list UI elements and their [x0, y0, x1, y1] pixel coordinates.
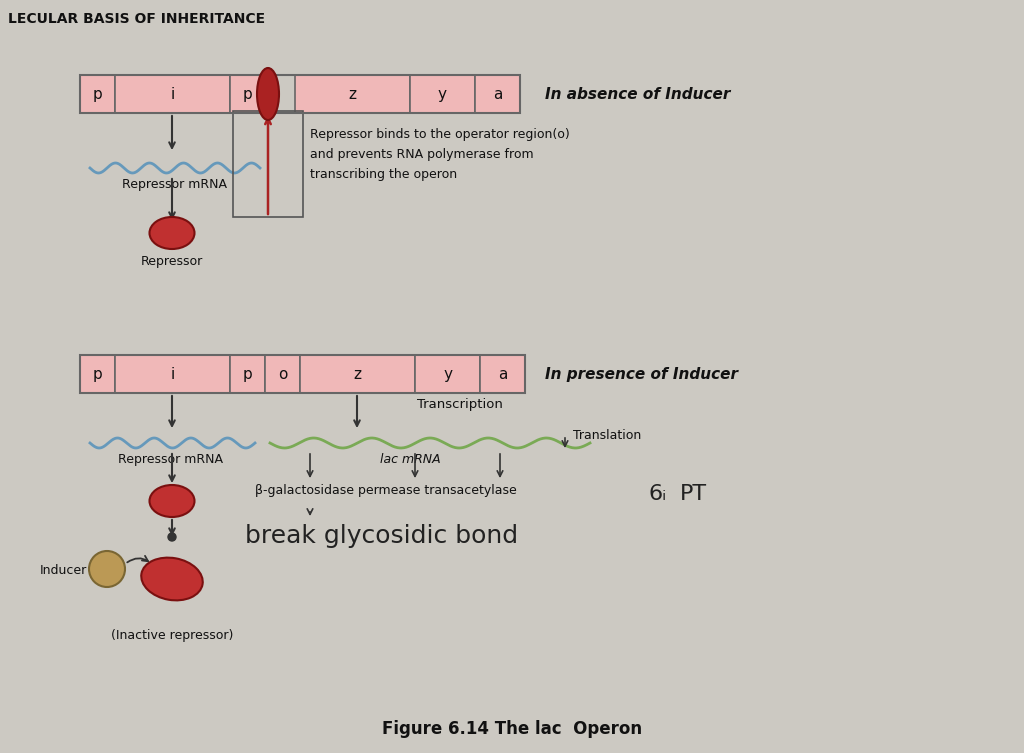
Text: i: i [170, 87, 175, 102]
Ellipse shape [141, 558, 203, 600]
Text: 6ᵢ: 6ᵢ [648, 484, 667, 504]
Ellipse shape [150, 485, 195, 517]
Text: p: p [243, 87, 252, 102]
Bar [300, 355, 415, 393]
Text: In presence of Inducer: In presence of Inducer [545, 367, 738, 382]
Text: y: y [443, 367, 452, 382]
Text: Translation: Translation [573, 428, 641, 441]
Text: Repressor: Repressor [141, 255, 203, 268]
Bar [80, 355, 525, 393]
Bar [265, 355, 300, 393]
Text: Repressor binds to the operator region(o)
and prevents RNA polymerase from
trans: Repressor binds to the operator region(o… [310, 128, 569, 181]
Bar [295, 75, 410, 113]
Text: y: y [438, 87, 447, 102]
Bar [115, 355, 230, 393]
Bar [480, 355, 525, 393]
Ellipse shape [150, 217, 195, 249]
Text: LECULAR BASIS OF INHERITANCE: LECULAR BASIS OF INHERITANCE [8, 12, 265, 26]
Text: Repressor mRNA: Repressor mRNA [118, 453, 222, 466]
Bar [80, 75, 115, 113]
Text: p: p [92, 87, 102, 102]
Bar [475, 75, 520, 113]
Text: a: a [493, 87, 502, 102]
Text: i: i [170, 367, 175, 382]
Text: break glycosidic bond: break glycosidic bond [245, 524, 518, 548]
Text: lac mRNA: lac mRNA [380, 453, 440, 466]
Bar [80, 75, 520, 113]
Bar [230, 75, 265, 113]
Text: Figure 6.14 The lac  Operon: Figure 6.14 The lac Operon [382, 720, 642, 738]
Ellipse shape [257, 68, 279, 120]
Text: β-galactosidase permease transacetylase: β-galactosidase permease transacetylase [255, 484, 517, 497]
Text: In absence of Inducer: In absence of Inducer [545, 87, 730, 102]
Text: z: z [353, 367, 361, 382]
Text: Inducer: Inducer [40, 564, 87, 577]
Bar [410, 75, 475, 113]
Text: o: o [278, 367, 287, 382]
Bar [415, 355, 480, 393]
Bar [115, 75, 230, 113]
Ellipse shape [168, 533, 176, 541]
Text: PT: PT [680, 484, 708, 504]
Text: z: z [348, 87, 356, 102]
Circle shape [89, 551, 125, 587]
Text: p: p [243, 367, 252, 382]
Bar [230, 355, 265, 393]
Text: (Inactive repressor): (Inactive repressor) [111, 629, 233, 642]
Text: Repressor mRNA: Repressor mRNA [123, 178, 227, 191]
Bar [233, 111, 303, 217]
Text: a: a [498, 367, 507, 382]
Text: p: p [92, 367, 102, 382]
Text: Transcription: Transcription [417, 398, 503, 411]
Bar [80, 355, 115, 393]
